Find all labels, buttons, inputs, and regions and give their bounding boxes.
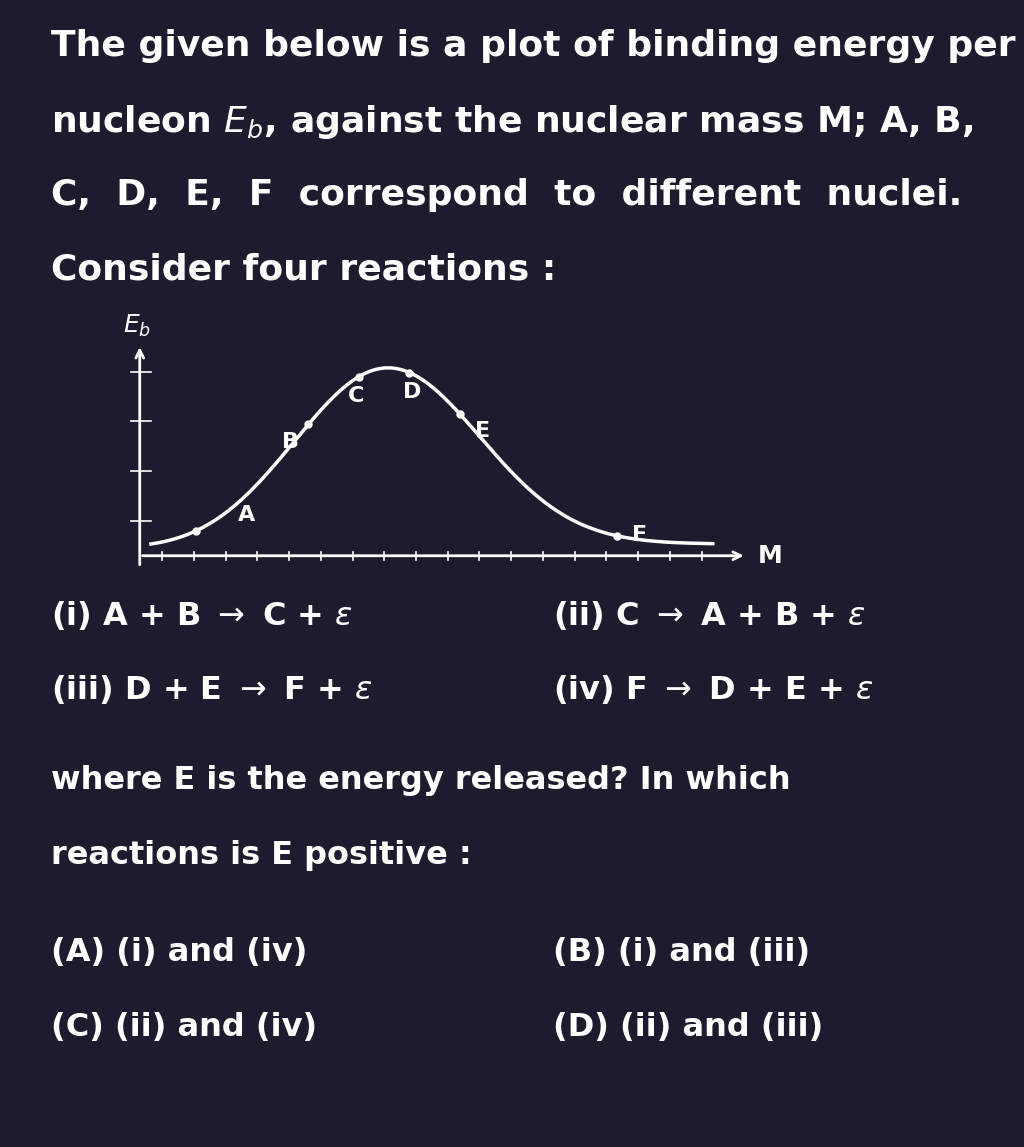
Text: E: E	[475, 421, 490, 442]
Text: C,  D,  E,  F  correspond  to  different  nuclei.: C, D, E, F correspond to different nucle…	[51, 178, 963, 212]
Text: M: M	[758, 544, 782, 568]
Text: The given below is a plot of binding energy per: The given below is a plot of binding ene…	[51, 29, 1016, 63]
Text: (ii) C $\rightarrow$ A + B + $\varepsilon$: (ii) C $\rightarrow$ A + B + $\varepsilo…	[553, 599, 866, 632]
Text: reactions is E positive :: reactions is E positive :	[51, 840, 472, 871]
Text: D: D	[403, 382, 422, 403]
Text: (B) (i) and (iii): (B) (i) and (iii)	[553, 937, 810, 968]
Text: (iii) D + E $\rightarrow$ F + $\varepsilon$: (iii) D + E $\rightarrow$ F + $\varepsil…	[51, 673, 373, 707]
Text: (D) (ii) and (iii): (D) (ii) and (iii)	[553, 1012, 823, 1043]
Text: $E_b$: $E_b$	[123, 312, 151, 338]
Text: (iv) F $\rightarrow$ D + E + $\varepsilon$: (iv) F $\rightarrow$ D + E + $\varepsilo…	[553, 673, 873, 707]
Text: (A) (i) and (iv): (A) (i) and (iv)	[51, 937, 307, 968]
Text: Consider four reactions :: Consider four reactions :	[51, 252, 556, 287]
Text: nucleon $E_b$, against the nuclear mass M; A, B,: nucleon $E_b$, against the nuclear mass …	[51, 103, 973, 141]
Text: where E is the energy released? In which: where E is the energy released? In which	[51, 765, 791, 796]
Text: F: F	[632, 525, 647, 545]
Text: B: B	[282, 432, 299, 452]
Text: A: A	[238, 505, 255, 525]
Text: (C) (ii) and (iv): (C) (ii) and (iv)	[51, 1012, 317, 1043]
Text: C: C	[348, 387, 365, 406]
Text: (i) A + B $\rightarrow$ C + $\varepsilon$: (i) A + B $\rightarrow$ C + $\varepsilon…	[51, 599, 353, 632]
